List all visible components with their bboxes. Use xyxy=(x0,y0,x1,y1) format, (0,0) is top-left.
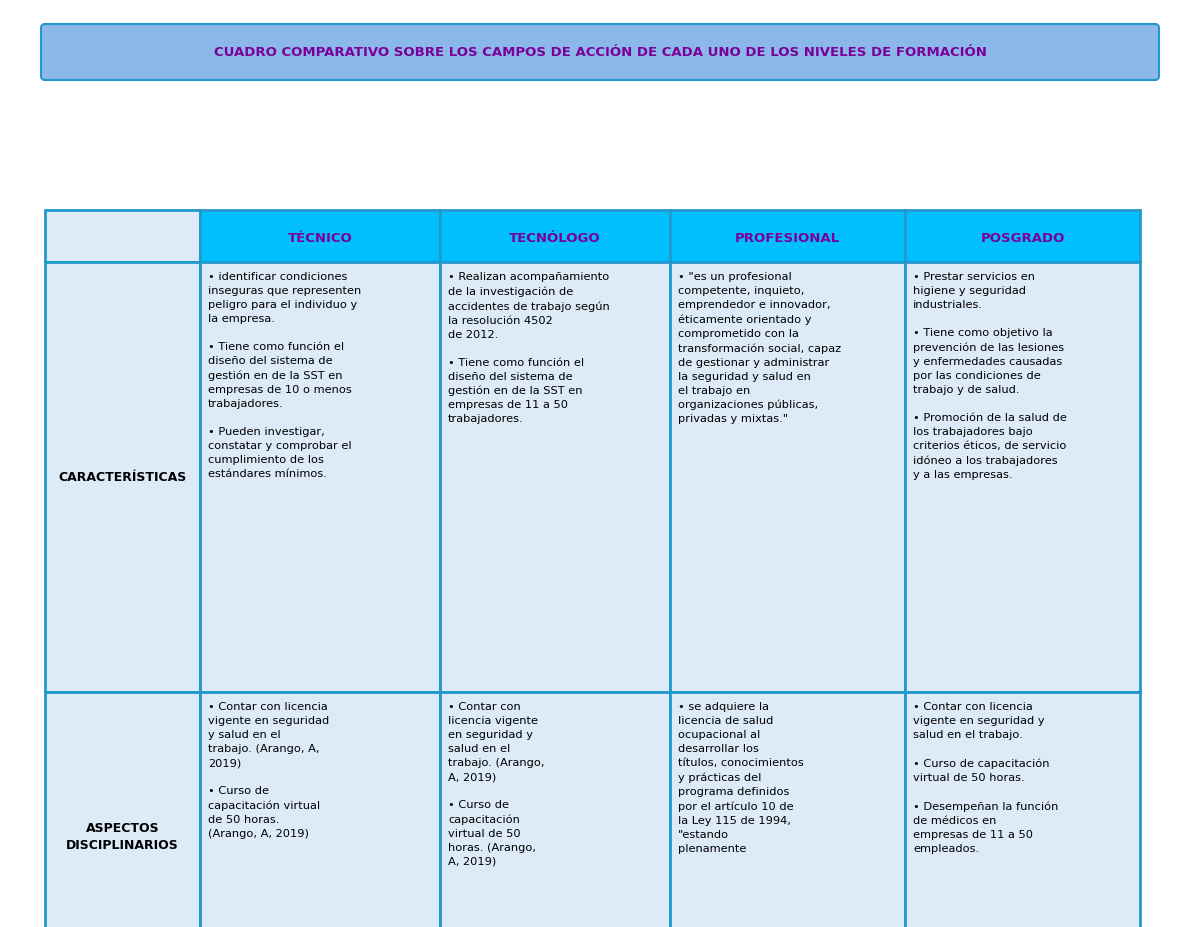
Bar xyxy=(200,692,440,927)
Bar xyxy=(670,692,905,927)
Text: • Prestar servicios en
higiene y seguridad
industriales.

• Tiene como objetivo : • Prestar servicios en higiene y segurid… xyxy=(913,272,1067,479)
Bar xyxy=(46,692,200,927)
Text: TECNÓLOGO: TECNÓLOGO xyxy=(509,232,601,245)
Text: • Contar con licencia
vigente en seguridad
y salud en el
trabajo. (Arango, A,
20: • Contar con licencia vigente en segurid… xyxy=(208,702,329,839)
Bar xyxy=(440,692,670,927)
Text: • Realizan acompañamiento
de la investigación de
accidentes de trabajo según
la : • Realizan acompañamiento de la investig… xyxy=(448,272,610,425)
Bar xyxy=(46,262,200,692)
Text: • Contar con
licencia vigente
en seguridad y
salud en el
trabajo. (Arango,
A, 20: • Contar con licencia vigente en segurid… xyxy=(448,702,545,867)
FancyBboxPatch shape xyxy=(41,24,1159,80)
Text: CUADRO COMPARATIVO SOBRE LOS CAMPOS DE ACCIÓN DE CADA UNO DE LOS NIVELES DE FORM: CUADRO COMPARATIVO SOBRE LOS CAMPOS DE A… xyxy=(214,45,986,58)
Bar xyxy=(200,262,440,692)
Text: POSGRADO: POSGRADO xyxy=(980,232,1064,245)
Text: PROFESIONAL: PROFESIONAL xyxy=(734,232,840,245)
Bar xyxy=(905,262,1140,692)
Text: ASPECTOS
DISCIPLINARIOS: ASPECTOS DISCIPLINARIOS xyxy=(66,822,179,852)
Bar xyxy=(200,210,440,262)
Text: • identificar condiciones
inseguras que representen
peligro para el individuo y
: • identificar condiciones inseguras que … xyxy=(208,272,361,478)
Bar xyxy=(46,210,200,262)
Bar xyxy=(670,262,905,692)
Bar xyxy=(670,210,905,262)
Bar xyxy=(440,262,670,692)
Text: TÉCNICO: TÉCNICO xyxy=(288,232,353,245)
Text: • se adquiere la
licencia de salud
ocupacional al
desarrollar los
títulos, conoc: • se adquiere la licencia de salud ocupa… xyxy=(678,702,804,854)
Text: CARACTERÍSTICAS: CARACTERÍSTICAS xyxy=(59,471,187,484)
Text: • Contar con licencia
vigente en seguridad y
salud en el trabajo.

• Curso de ca: • Contar con licencia vigente en segurid… xyxy=(913,702,1058,854)
Bar xyxy=(440,210,670,262)
Text: • "es un profesional
competente, inquieto,
emprendedor e innovador,
éticamente o: • "es un profesional competente, inquiet… xyxy=(678,272,841,425)
Bar xyxy=(905,692,1140,927)
Bar xyxy=(905,210,1140,262)
